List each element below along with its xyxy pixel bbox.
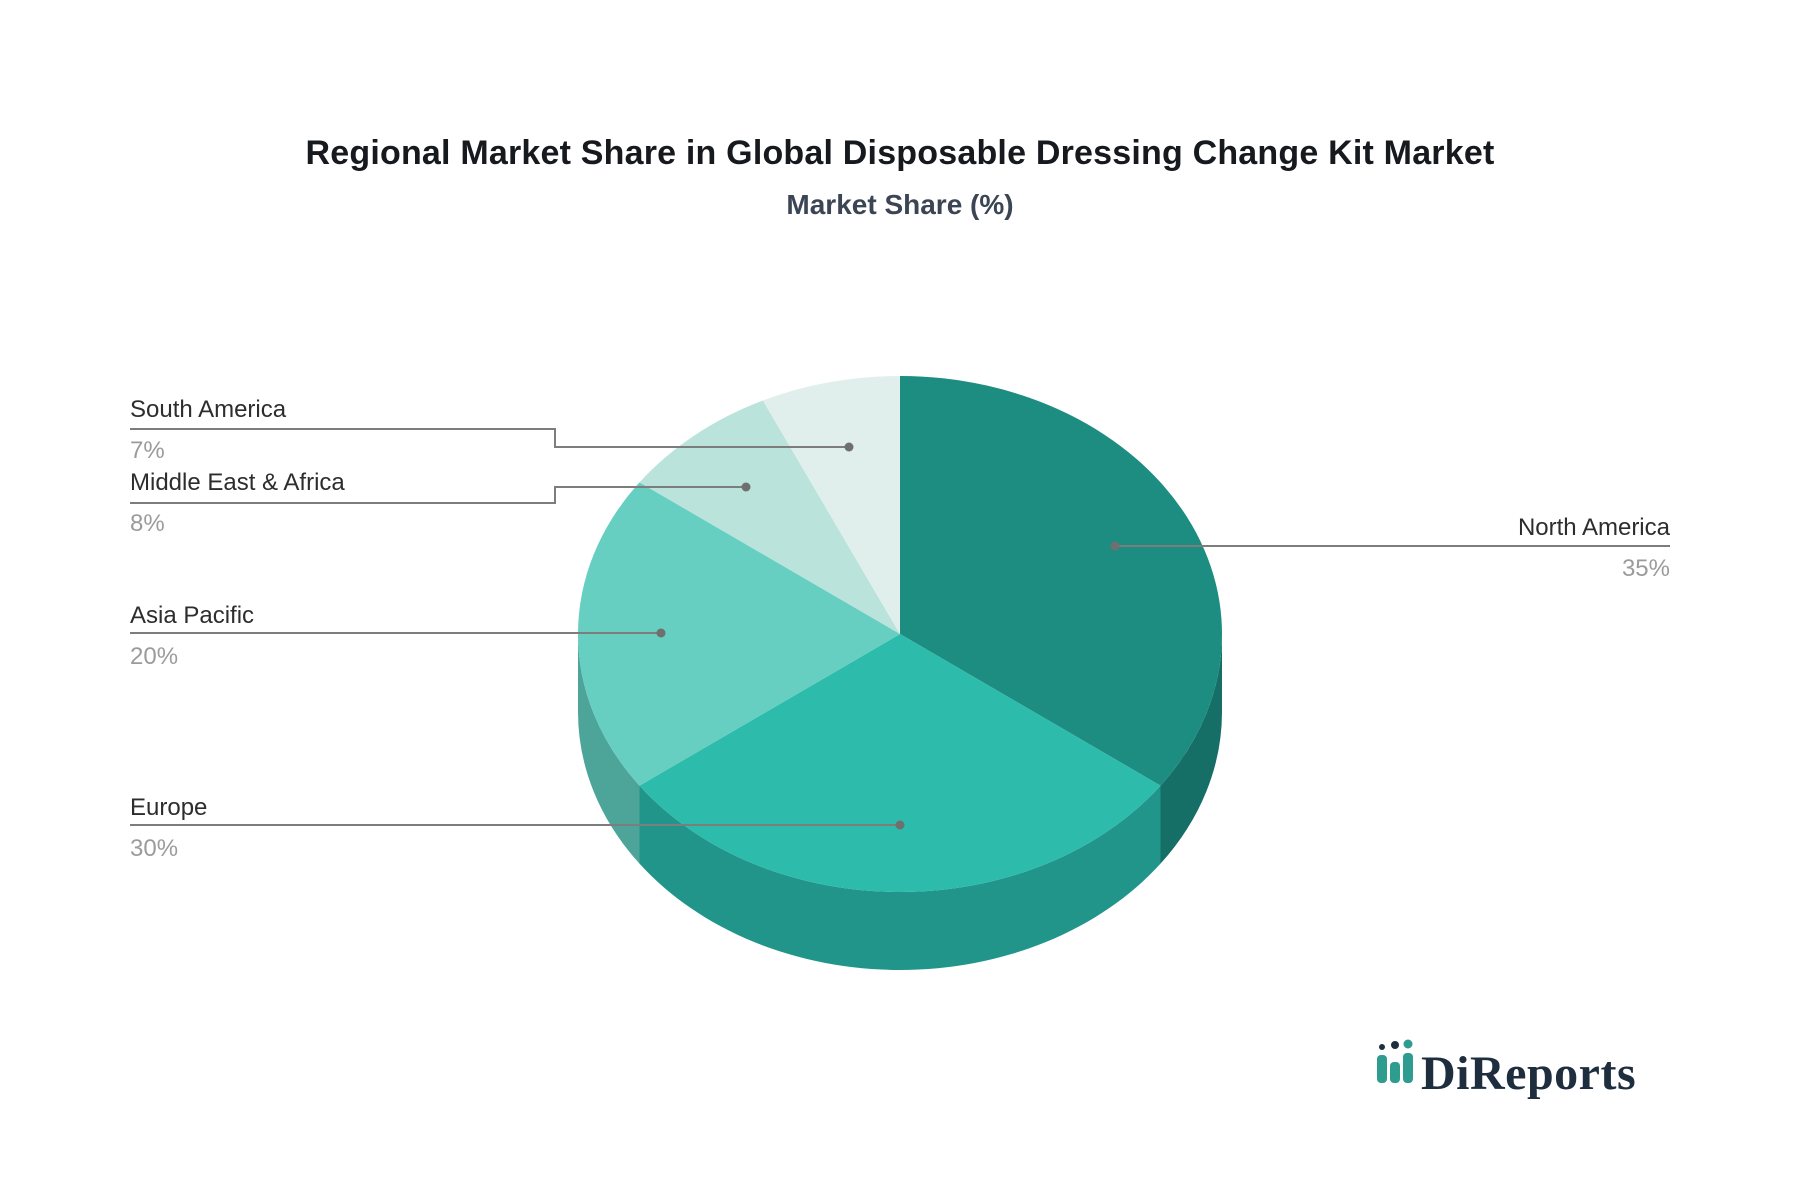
leader-dot-middle-east-africa (741, 482, 751, 492)
logo-text: DiReports (1421, 1047, 1637, 1100)
slice-value-text: 30% (130, 835, 179, 862)
leader-dot-asia-pacific (656, 628, 666, 638)
slice-label-text: North America (1517, 514, 1670, 541)
leader-line-middle-east-africa (130, 486, 746, 504)
leader-dot-europe (895, 820, 905, 830)
pie-label-south-america: South America 7% (130, 395, 590, 466)
bar-chart-logo-icon (1377, 1039, 1413, 1083)
pie-slice-south-america (762, 376, 900, 634)
pie-rim-asia-pacific (578, 634, 640, 864)
pie-label-north-america: North America 35% (1210, 513, 1670, 584)
pie-slice-north-america (900, 376, 1222, 786)
slice-value-text: 20% (130, 643, 179, 670)
leader-line-south-america (130, 428, 849, 448)
pie-slice-asia-pacific (578, 482, 900, 786)
pie-rim-north-america (1160, 634, 1222, 864)
leader-dot-north-america (1110, 541, 1120, 551)
pie-slice-middle-east-africa (639, 400, 900, 634)
slice-label-text: Europe (130, 794, 208, 821)
pie-slice-europe (639, 634, 1161, 892)
pie-label-asia-pacific: Asia Pacific 20% (130, 601, 590, 672)
slice-value-text: 7% (130, 437, 165, 464)
slice-label-text: Middle East & Africa (130, 469, 345, 496)
brand-logo: DiReports (1375, 1038, 1636, 1100)
pie-label-europe: Europe 30% (130, 793, 590, 864)
pie-label-middle-east-africa: Middle East & Africa 8% (130, 468, 590, 539)
slice-value-text: 8% (130, 510, 165, 537)
leader-dot-south-america (844, 442, 854, 452)
pie-rim-europe (639, 785, 1161, 970)
slice-label-text: Asia Pacific (130, 602, 255, 629)
chart-subtitle: Market Share (%) (786, 189, 1014, 220)
slice-value-text: 35% (1621, 555, 1670, 582)
chart-title: Regional Market Share in Global Disposab… (305, 134, 1495, 172)
slice-label-text: South America (130, 396, 287, 423)
